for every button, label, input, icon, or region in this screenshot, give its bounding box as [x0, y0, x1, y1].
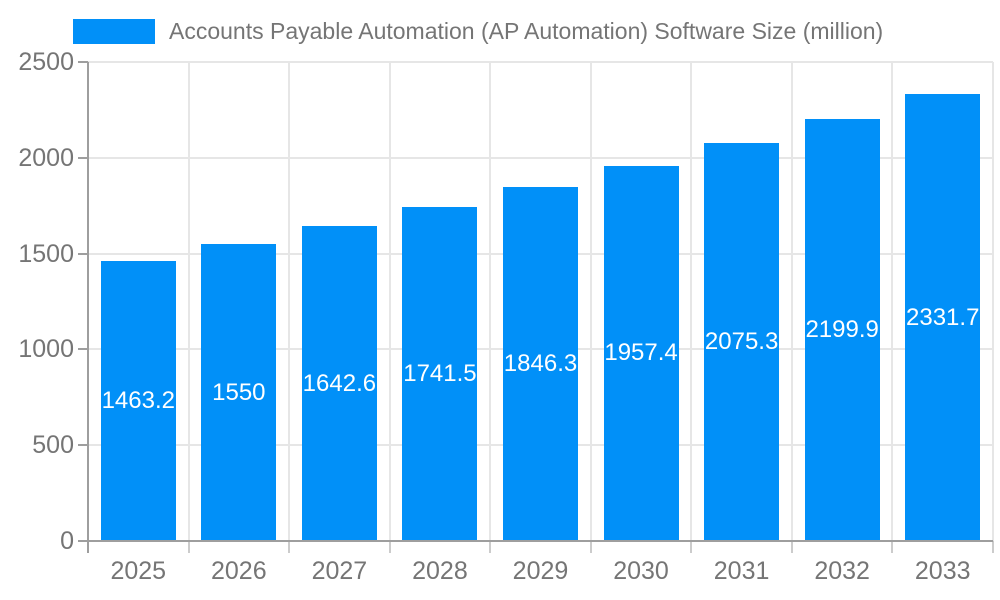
bar-value-label: 1642.6	[302, 369, 377, 397]
x-tick	[187, 541, 190, 553]
bar[interactable]: 2331.7	[905, 94, 981, 541]
y-axis-label: 1500	[18, 239, 74, 268]
bar-value-label: 1741.5	[403, 360, 477, 388]
x-tick	[992, 541, 994, 553]
bar[interactable]: 1550	[201, 244, 277, 541]
x-gridline	[187, 62, 190, 541]
x-gridline	[690, 62, 693, 541]
bar-value-label: 2331.7	[906, 303, 980, 331]
x-axis-label: 2029	[512, 557, 569, 585]
y-axis-label: 1000	[18, 335, 74, 364]
x-axis-label: 2025	[110, 557, 167, 585]
x-tick	[489, 541, 492, 553]
x-tick	[288, 541, 291, 553]
bar-value-label: 1550	[212, 378, 266, 406]
y-tick	[78, 444, 88, 447]
bar-value-label: 1957.4	[604, 339, 678, 367]
bar[interactable]: 1957.4	[603, 165, 679, 541]
x-gridline	[790, 62, 793, 541]
x-gridline	[288, 62, 291, 541]
bar[interactable]: 1741.5	[402, 207, 478, 541]
bar-value-label: 1846.3	[503, 350, 578, 378]
legend-swatch	[73, 19, 155, 44]
bar-value-label: 1463.2	[101, 386, 175, 414]
x-tick	[690, 541, 693, 553]
x-tick	[891, 541, 894, 553]
x-axis-label: 2033	[914, 557, 971, 585]
x-axis-label: 2031	[713, 557, 770, 585]
x-axis	[78, 540, 993, 542]
bar-value-label: 2199.9	[805, 316, 879, 344]
y-tick	[78, 348, 88, 351]
bar[interactable]: 2199.9	[804, 119, 880, 541]
y-gridline	[88, 61, 993, 63]
x-axis-label: 2027	[311, 557, 368, 585]
x-gridline	[589, 62, 592, 541]
y-gridline	[88, 156, 993, 159]
x-axis-label: 2030	[613, 557, 669, 585]
y-axis-label: 500	[32, 431, 74, 460]
x-gridline	[992, 62, 994, 541]
y-tick	[78, 252, 88, 255]
x-gridline	[891, 62, 894, 541]
y-tick	[78, 156, 88, 159]
y-axis-label: 0	[60, 527, 74, 555]
x-axis-label: 2028	[412, 557, 468, 585]
legend-label: Accounts Payable Automation (AP Automati…	[169, 18, 884, 44]
y-axis-label: 2000	[18, 143, 74, 172]
y-tick	[78, 61, 88, 63]
bar[interactable]: 1642.6	[301, 226, 377, 541]
bar[interactable]: 2075.3	[704, 143, 780, 541]
x-gridline	[489, 62, 492, 541]
bar[interactable]: 1463.2	[100, 260, 176, 541]
bar-value-label: 2075.3	[704, 328, 779, 356]
x-tick	[589, 541, 592, 553]
y-axis	[87, 62, 89, 553]
y-axis-label: 2500	[18, 48, 74, 76]
bar[interactable]: 1846.3	[503, 187, 578, 541]
x-tick	[388, 541, 391, 553]
x-axis-label: 2026	[211, 557, 267, 585]
x-tick	[790, 541, 793, 553]
x-gridline	[388, 62, 391, 541]
x-axis-label: 2032	[814, 557, 870, 585]
legend-item[interactable]: Accounts Payable Automation (AP Automati…	[73, 18, 883, 45]
